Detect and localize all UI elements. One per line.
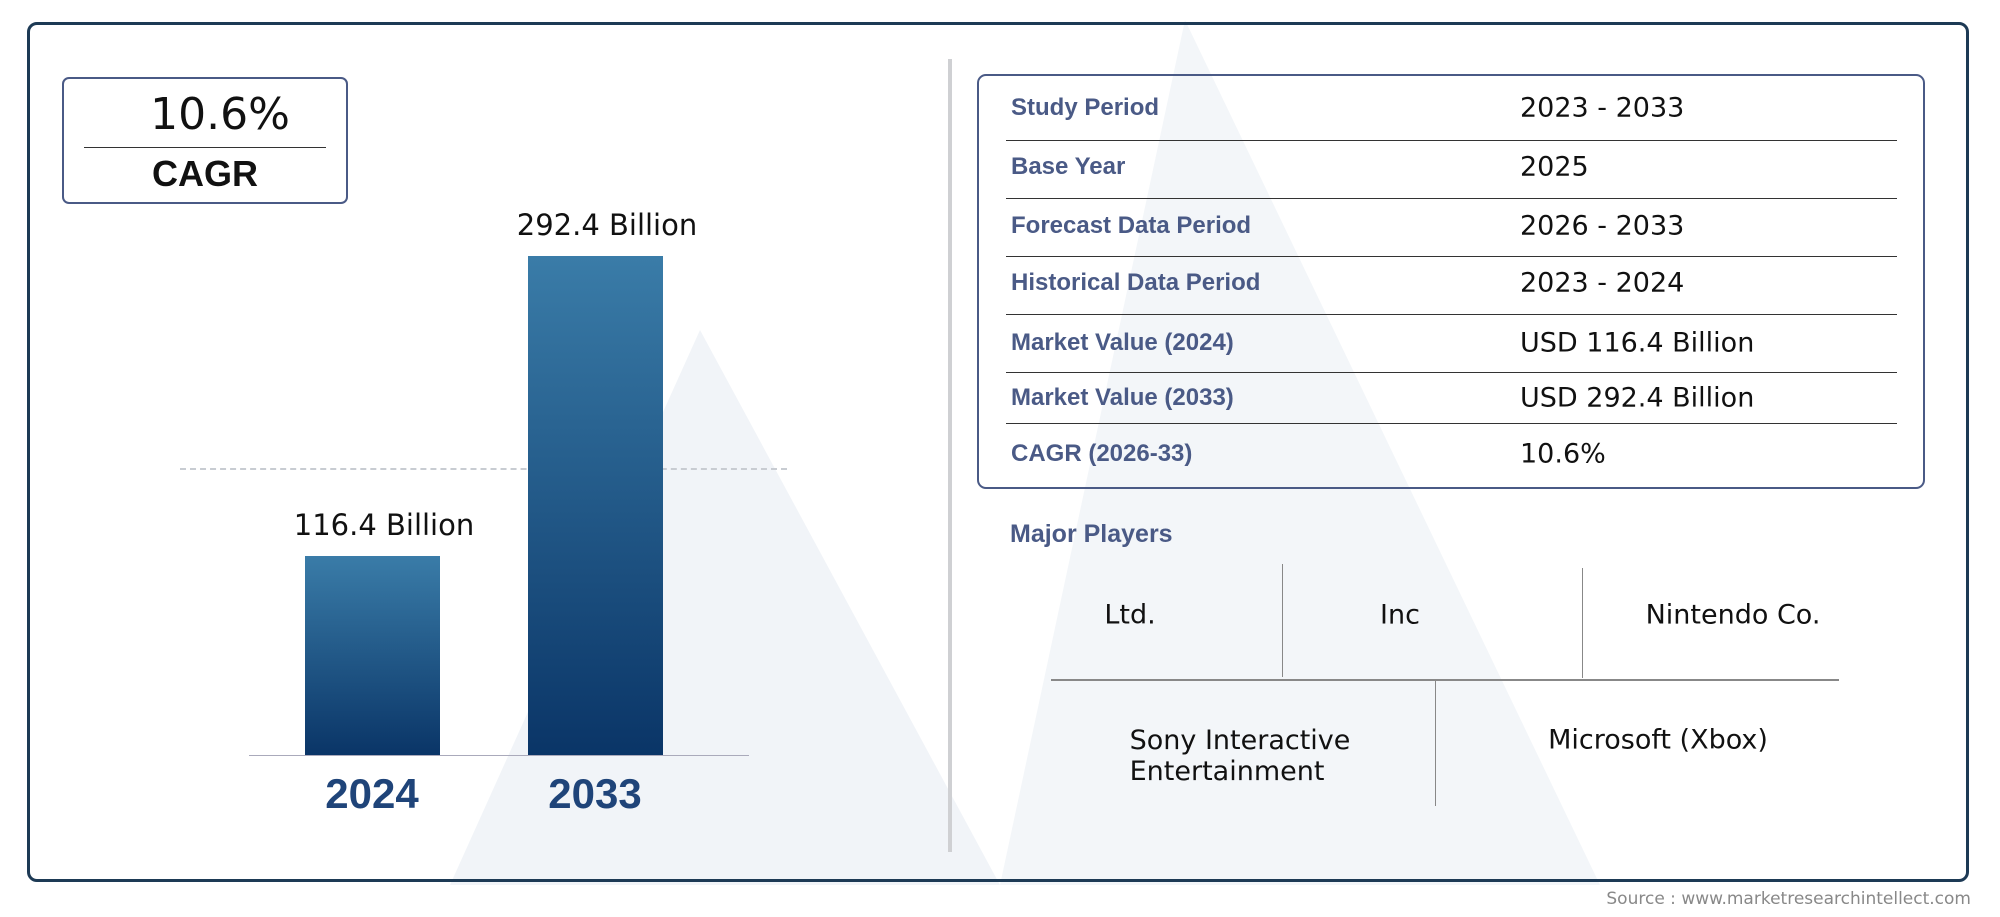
bar-2033 (527, 256, 663, 755)
cagr-value: 10.6% (150, 89, 290, 140)
table-row-value: 2026 - 2033 (1520, 210, 1685, 242)
table-row-label: Base Year (1011, 153, 1126, 180)
cagr-badge: 10.6% CAGR (62, 77, 348, 204)
player-divider (1435, 680, 1436, 806)
player-divider (1282, 564, 1283, 677)
player-name: Sony Interactive Entertainment (1129, 725, 1351, 787)
table-row-value: USD 116.4 Billion (1520, 327, 1755, 359)
table-row-label: Market Value (2024) (1011, 329, 1234, 356)
player-name: Inc (1380, 599, 1420, 631)
table-row-label: Market Value (2033) (1011, 384, 1234, 411)
table-row-divider (1006, 256, 1897, 257)
cagr-divider (84, 147, 326, 148)
player-name: Nintendo Co. (1645, 599, 1821, 631)
table-row-value: 2023 - 2033 (1520, 92, 1685, 124)
table-row-divider (1006, 423, 1897, 424)
table-row-value: 10.6% (1520, 438, 1606, 470)
table-row-value: 2025 (1520, 151, 1589, 183)
source-credit: Source : www.marketresearchintellect.com (1606, 889, 1971, 909)
table-row-value: 2023 - 2024 (1520, 267, 1685, 299)
table-row-label: Study Period (1011, 94, 1160, 121)
table-row-label: CAGR (2026-33) (1011, 440, 1193, 467)
summary-table (977, 74, 1925, 489)
x-tick-label: 2033 (548, 770, 642, 817)
player-row-divider (1051, 679, 1839, 681)
table-row-label: Forecast Data Period (1011, 212, 1252, 239)
table-row-label: Historical Data Period (1011, 269, 1261, 296)
x-tick-label: 2024 (325, 770, 419, 817)
major-players-title: Major Players (1010, 520, 1173, 548)
data-label: 292.4 Billion (516, 208, 698, 242)
cagr-label: CAGR (152, 153, 258, 194)
table-row-divider (1006, 372, 1897, 373)
table-row-divider (1006, 314, 1897, 315)
chart-baseline (249, 755, 749, 756)
player-name: Ltd. (1104, 599, 1156, 631)
bar-2024 (304, 556, 440, 755)
infographic-frame (27, 22, 1969, 882)
data-label: 116.4 Billion (293, 508, 475, 543)
table-row-divider (1006, 198, 1897, 199)
player-divider (1582, 568, 1583, 678)
table-row-value: USD 292.4 Billion (1520, 382, 1755, 414)
player-name: Microsoft (Xbox) (1548, 724, 1768, 756)
table-row-divider (1006, 140, 1897, 141)
reference-dashed-line (180, 468, 787, 470)
panel-divider (948, 59, 952, 852)
